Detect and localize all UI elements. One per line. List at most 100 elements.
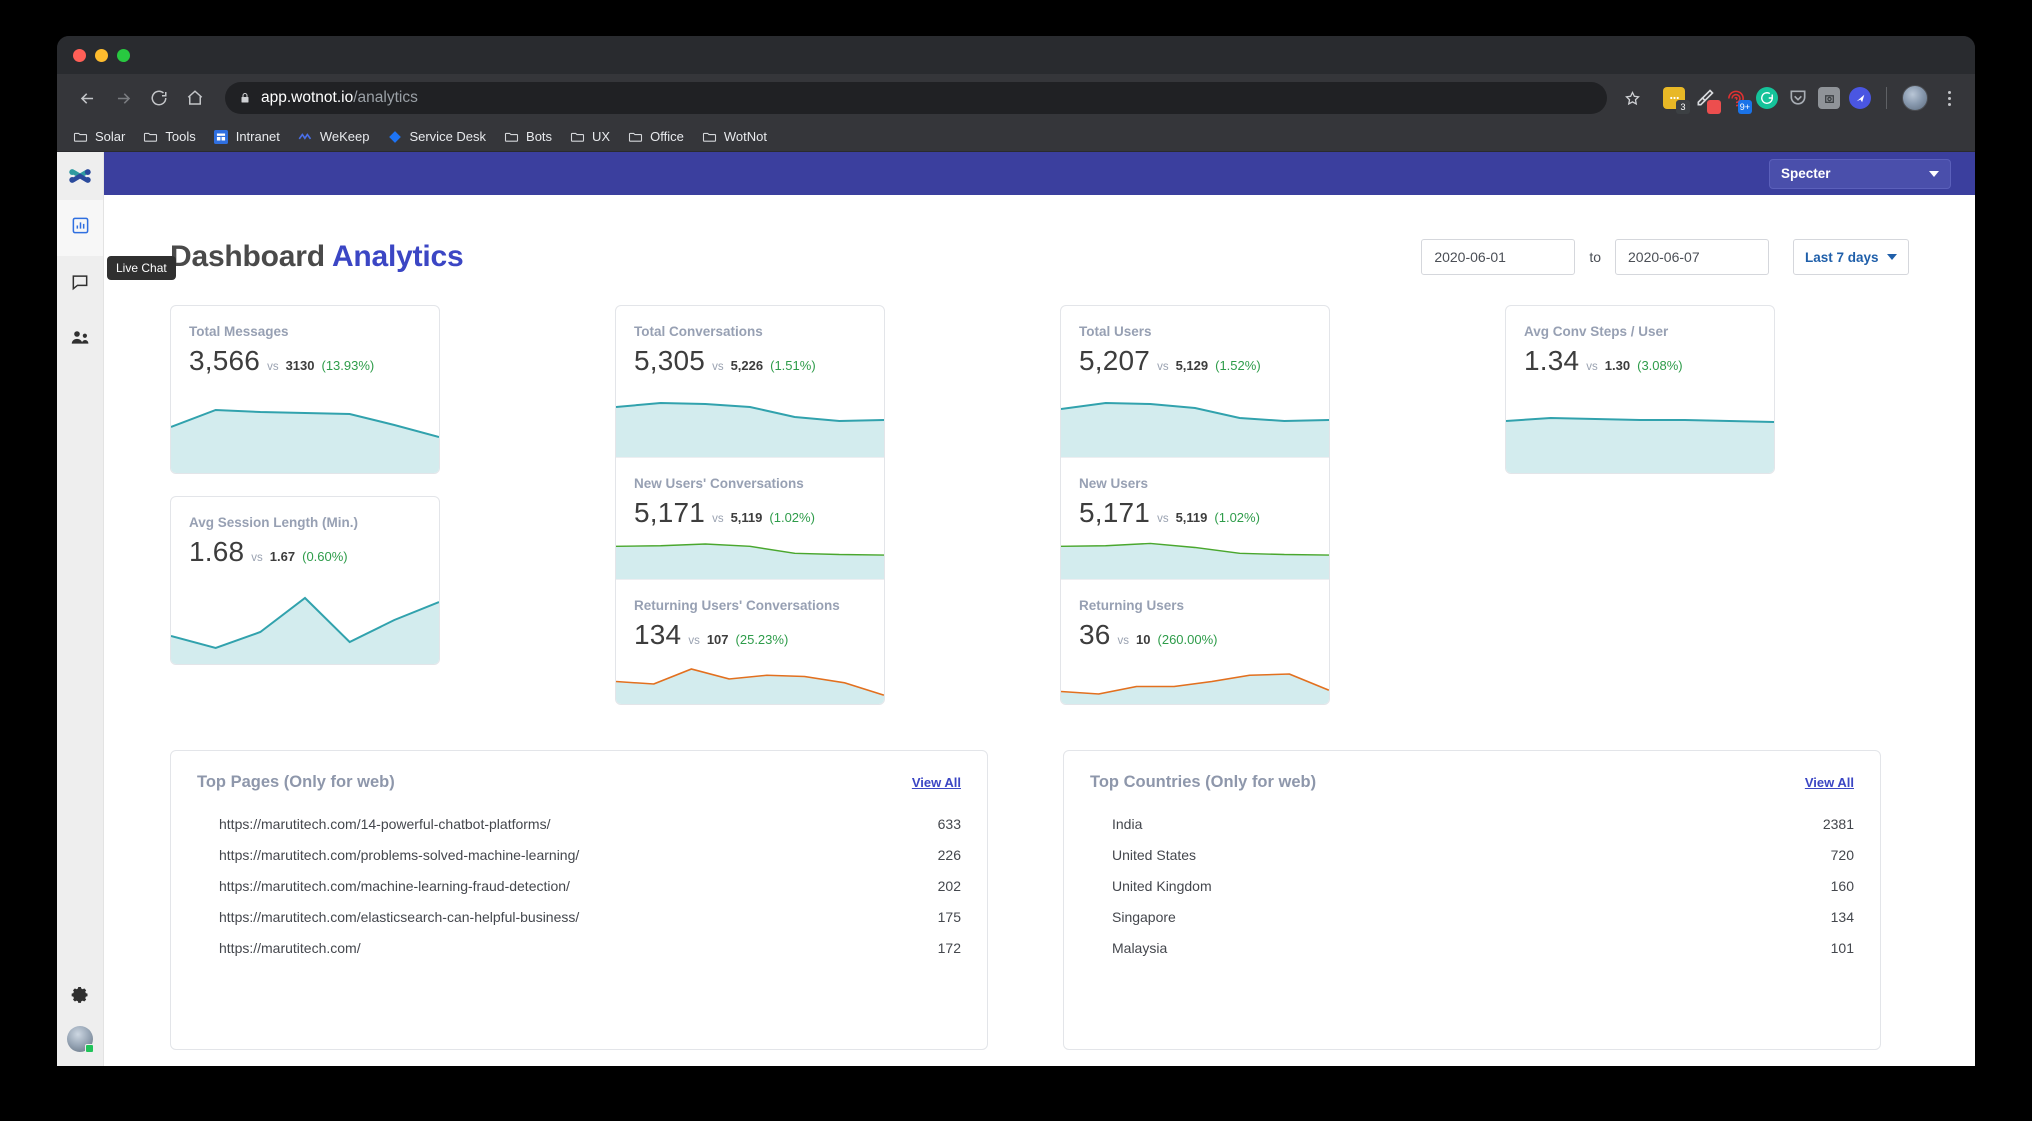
metric-value: 1.34: [1524, 345, 1580, 376]
row-label: United States: [1112, 846, 1197, 863]
forward-icon[interactable]: [107, 82, 139, 114]
address-bar[interactable]: app.wotnot.io/analytics: [225, 82, 1607, 114]
view-all-link[interactable]: View All: [1804, 775, 1854, 790]
bookmark-tools[interactable]: Tools: [143, 129, 196, 144]
table-row[interactable]: United States 720: [1090, 839, 1854, 870]
metric-block: Total Messages 3,566 vs 3130 (13.93%): [171, 306, 439, 385]
metric-delta: (3.08%): [1637, 358, 1683, 373]
notes-extension-icon[interactable]: 3: [1663, 87, 1690, 114]
recorder-extension-icon[interactable]: 9+: [1725, 87, 1752, 114]
metric-row: 36 vs 10 (260.00%): [1079, 619, 1311, 651]
range-preset-select[interactable]: Last 7 days: [1793, 239, 1909, 275]
card-conversations-stack: Total Conversations 5,305 vs 5,226 (1.51…: [615, 305, 885, 705]
sparkline-returning-users-conversations: [616, 668, 884, 704]
bookmark-solar[interactable]: Solar: [73, 129, 125, 144]
lock-icon: [239, 91, 251, 105]
bookmark-wotnot[interactable]: WotNot: [702, 129, 767, 144]
page-title: Dashboard Analytics: [170, 240, 464, 274]
row-value: 101: [1830, 939, 1854, 956]
panel-header: Top Countries (Only for web) View All: [1090, 773, 1854, 792]
bookmark-service-desk[interactable]: Service Desk: [387, 129, 486, 144]
pocket-extension-icon[interactable]: [1787, 87, 1809, 109]
grammarly-extension-icon[interactable]: [1756, 87, 1778, 109]
card-new-users: New Users 5,171 vs 5,119 (1.02%): [1061, 457, 1329, 579]
workspace-name: Specter: [1781, 166, 1831, 181]
screenshot-extension-icon[interactable]: [1818, 87, 1840, 109]
window-controls[interactable]: [73, 48, 130, 62]
sidebar-item-live-chat[interactable]: [57, 256, 103, 312]
page-title-main: Dashboard: [170, 240, 325, 273]
panel-title: Top Countries (Only for web): [1090, 773, 1317, 791]
sidebar-avatar[interactable]: [67, 1026, 94, 1053]
bookmark-ux[interactable]: UX: [570, 129, 610, 144]
reload-icon[interactable]: [143, 82, 175, 114]
table-row[interactable]: https://marutitech.com/elasticsearch-can…: [197, 901, 961, 932]
metric-delta: (25.23%): [735, 632, 789, 647]
eyedropper-extension-icon[interactable]: [1694, 87, 1721, 114]
online-status-badge: [85, 1044, 94, 1053]
view-all-link[interactable]: View All: [911, 775, 961, 790]
card-returning-users-conversations: Returning Users' Conversations 134 vs 10…: [616, 579, 884, 704]
wotnot-logo[interactable]: [57, 152, 103, 200]
panel-title: Top Pages (Only for web): [197, 773, 395, 791]
card-total-users: Total Users 5,207 vs 5,129 (1.52%): [1061, 306, 1329, 457]
gear-icon[interactable]: [70, 987, 90, 1012]
metric-previous: 3130: [285, 358, 315, 373]
bookmark-intranet[interactable]: Intranet: [214, 129, 280, 144]
date-from-input[interactable]: 2020-06-01: [1421, 239, 1576, 275]
bookmark-label: Bots: [526, 129, 553, 144]
bookmark-label: UX: [592, 129, 611, 144]
table-row[interactable]: Malaysia 101: [1090, 932, 1854, 963]
metric-previous: 10: [1136, 632, 1151, 647]
metric-label: Returning Users' Conversations: [634, 598, 840, 613]
folder-icon: [570, 130, 585, 143]
card-returning-users: Returning Users 36 vs 10 (260.00%): [1061, 579, 1329, 704]
metric-vs: vs: [1157, 361, 1169, 373]
top-pages-panel: Top Pages (Only for web) View All https:…: [170, 750, 988, 1050]
folder-icon: [504, 130, 519, 143]
metric-column-3: Total Users 5,207 vs 5,129 (1.52%): [1060, 305, 1330, 705]
metric-column-1: Total Messages 3,566 vs 3130 (13.93%): [170, 305, 440, 705]
table-row[interactable]: United Kingdom 160: [1090, 870, 1854, 901]
date-to-input[interactable]: 2020-06-07: [1615, 239, 1769, 275]
metric-vs: vs: [712, 361, 724, 373]
metric-label: Total Users: [1079, 324, 1152, 339]
browser-titlebar: [57, 36, 1975, 74]
table-row[interactable]: https://marutitech.com/ 172: [197, 932, 961, 963]
table-row[interactable]: https://marutitech.com/machine-learning-…: [197, 870, 961, 901]
wave-icon: [298, 130, 313, 143]
bookmark-bots[interactable]: Bots: [504, 129, 552, 144]
bookmark-label: Intranet: [235, 129, 280, 144]
table-row[interactable]: Singapore 134: [1090, 901, 1854, 932]
metric-row: 1.68 vs 1.67 (0.60%): [189, 536, 421, 568]
back-icon[interactable]: [71, 82, 103, 114]
sparkline-total-conversations: [616, 401, 884, 457]
minimize-window-button[interactable]: [95, 48, 108, 62]
row-value: 2381: [1822, 815, 1854, 832]
profile-avatar[interactable]: [1902, 85, 1928, 111]
sidebar-item-analytics[interactable]: [57, 200, 103, 256]
table-row[interactable]: https://marutitech.com/14-powerful-chatb…: [197, 808, 961, 839]
bookmark-star-icon[interactable]: [1615, 82, 1649, 114]
panel-header: Top Pages (Only for web) View All: [197, 773, 961, 792]
table-row[interactable]: https://marutitech.com/problems-solved-m…: [197, 839, 961, 870]
maximize-window-button[interactable]: [117, 48, 130, 62]
sidebar-item-users[interactable]: [57, 312, 103, 368]
row-label: https://marutitech.com/14-powerful-chatb…: [219, 815, 551, 832]
browser-menu-icon[interactable]: [1937, 90, 1961, 106]
bookmark-label: WotNot: [723, 129, 767, 144]
row-value: 633: [937, 815, 961, 832]
bookmark-office[interactable]: Office: [628, 129, 684, 144]
home-icon[interactable]: [179, 82, 211, 114]
table-row[interactable]: India 2381: [1090, 808, 1854, 839]
metric-block: New Users 5,171 vs 5,119 (1.02%): [1061, 458, 1329, 537]
page-header: Dashboard Analytics 2020-06-01 to 2020-0…: [104, 195, 1975, 275]
bookmark-wekeep[interactable]: WeKeep: [298, 129, 369, 144]
metric-vs: vs: [688, 635, 700, 647]
close-window-button[interactable]: [73, 48, 86, 62]
metric-delta: (1.51%): [770, 358, 816, 373]
appsflyer-extension-icon[interactable]: [1849, 87, 1871, 109]
metric-block: Avg Conv Steps / User 1.34 vs 1.30 (3.08…: [1506, 306, 1774, 385]
workspace-select[interactable]: Specter: [1769, 158, 1951, 189]
sparkline-new-users-conversations: [616, 543, 884, 579]
